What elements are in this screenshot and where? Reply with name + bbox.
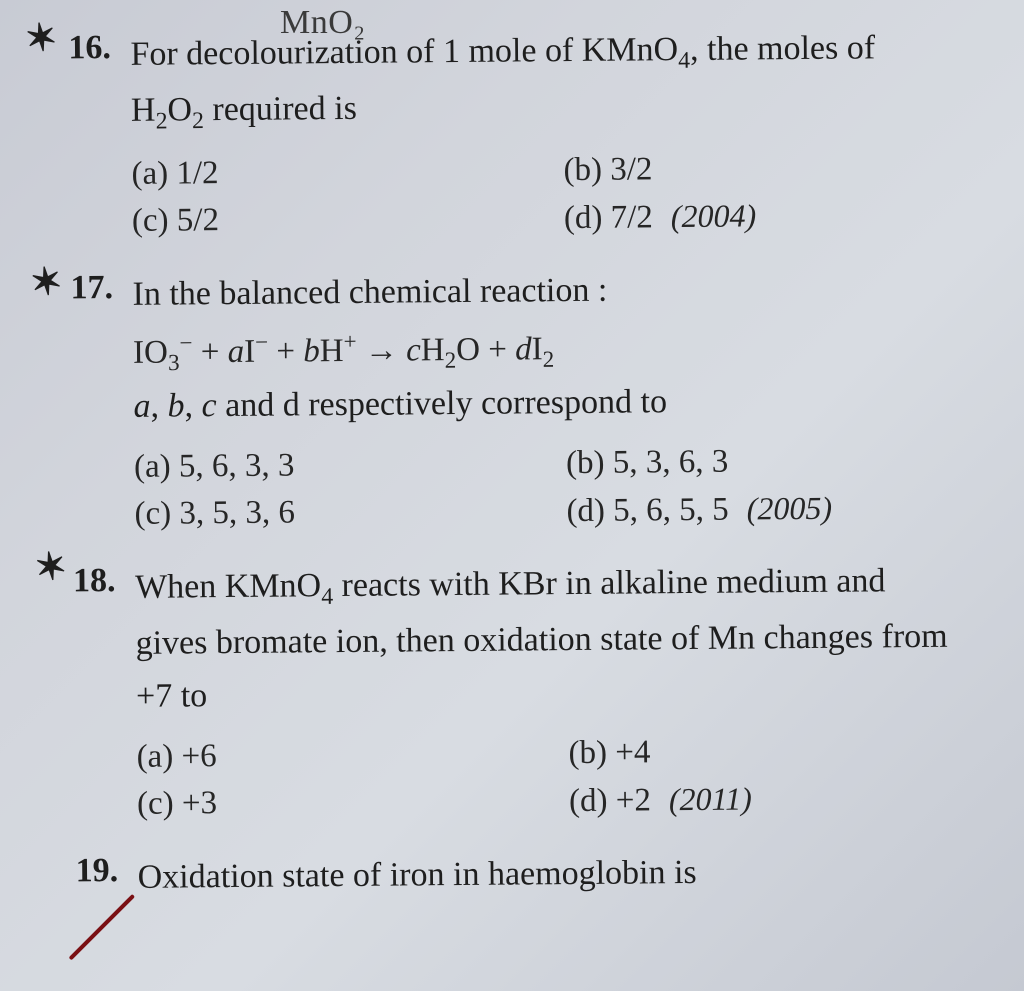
question-text: When KMnO4 reacts with KBr in alkaline m…	[135, 555, 960, 723]
options-grid: (a) 1/2 (b) 3/2 (c) 5/2 (d) 7/2(2004)	[131, 149, 956, 241]
option-b: (b) 3/2	[563, 149, 955, 189]
option-c: (c) 3, 5, 3, 6	[134, 493, 526, 534]
question-text: In the balanced chemical reaction :	[132, 262, 956, 322]
option-a: (a) 1/2	[131, 153, 523, 193]
question-number: 19.	[75, 852, 118, 890]
page-content: ✶ 16. For decolourization of 1 mole of K…	[0, 0, 1024, 964]
year-tag: (2005)	[747, 490, 833, 527]
option-d: (d) 7/2(2004)	[564, 196, 956, 237]
option-a: (a) 5, 6, 3, 3	[134, 446, 526, 486]
option-b: (b) +4	[568, 732, 960, 772]
option-c: (c) +3	[137, 783, 529, 824]
option-d: (d) 5, 6, 5, 5(2005)	[566, 489, 958, 530]
question-17: ✶ 17. In the balanced chemical reaction …	[132, 262, 958, 534]
options-grid: (a) +6 (b) +4 (c) +3 (d) +2(2011)	[136, 732, 961, 824]
question-text-2: a, b, c and d respectively correspond to	[133, 373, 957, 433]
star-mark: ✶	[22, 14, 60, 63]
question-text: Oxidation state of iron in haemoglobin i…	[137, 845, 961, 905]
question-19: 19. Oxidation state of iron in haemoglob…	[137, 845, 961, 905]
year-tag: (2011)	[669, 781, 752, 818]
question-number: 16.	[68, 29, 111, 67]
option-b: (b) 5, 3, 6, 3	[566, 442, 958, 482]
question-number: 18.	[73, 562, 116, 600]
question-number: 17.	[70, 269, 113, 307]
equation: IO3− + aI− + bH+ → cH2O + dI2	[133, 323, 957, 377]
question-text: For decolourization of 1 mole of KMnO4, …	[130, 22, 955, 141]
question-16: ✶ 16. For decolourization of 1 mole of K…	[130, 22, 956, 242]
star-mark: ✶	[27, 258, 65, 307]
star-mark: ✶	[32, 543, 70, 592]
option-c: (c) 5/2	[132, 200, 524, 241]
option-d: (d) +2(2011)	[569, 779, 961, 820]
question-18: ✶ 18. When KMnO4 reacts with KBr in alka…	[135, 555, 961, 824]
option-a: (a) +6	[136, 736, 528, 776]
year-tag: (2004)	[671, 198, 757, 235]
options-grid: (a) 5, 6, 3, 3 (b) 5, 3, 6, 3 (c) 3, 5, …	[134, 442, 959, 534]
